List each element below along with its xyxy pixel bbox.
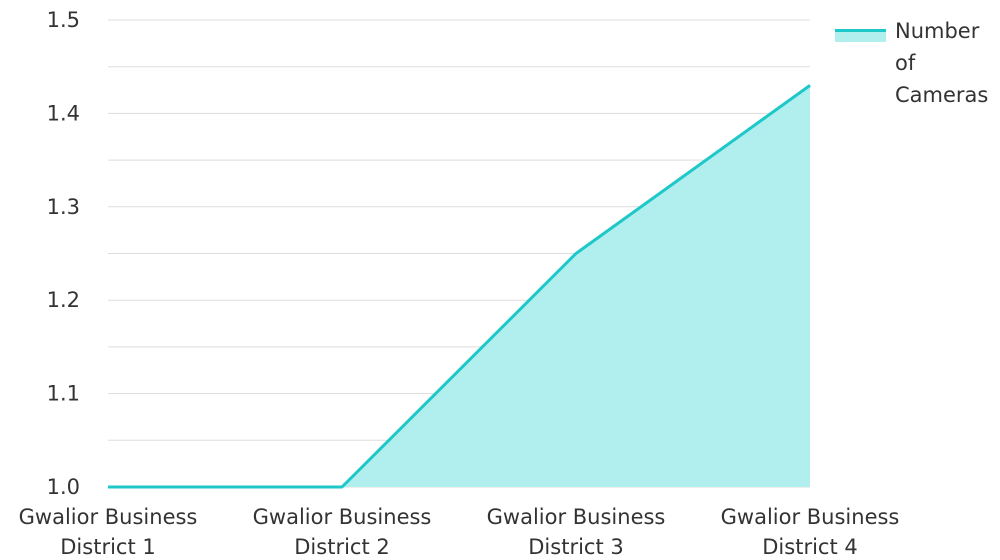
legend: Number of Cameras	[835, 19, 988, 107]
legend-swatch	[835, 29, 886, 42]
y-tick-label: 1.1	[47, 382, 80, 406]
x-tick-label: Gwalior Business District 2	[253, 505, 432, 559]
x-tick-label: Gwalior Business District 3	[487, 505, 666, 559]
y-tick-label: 1.3	[47, 195, 80, 219]
grid-lines	[108, 19, 810, 488]
x-axis: Gwalior Business District 1 Gwalior Busine…	[19, 505, 900, 559]
series-area	[107, 84, 811, 489]
series-area-fill	[108, 85, 810, 487]
y-axis: 1.0 1.1 1.2 1.3 1.4 1.5	[47, 8, 80, 499]
y-tick-label: 1.4	[47, 101, 80, 125]
y-tick-label: 1.5	[47, 8, 80, 32]
y-tick-label: 1.0	[47, 475, 80, 499]
x-tick-label: Gwalior Business District 1	[19, 505, 198, 559]
x-tick-label: Gwalior Business District 4	[721, 505, 900, 559]
series-line	[108, 84, 811, 489]
y-tick-label: 1.2	[47, 288, 80, 312]
legend-label: Number of Cameras	[895, 19, 988, 107]
